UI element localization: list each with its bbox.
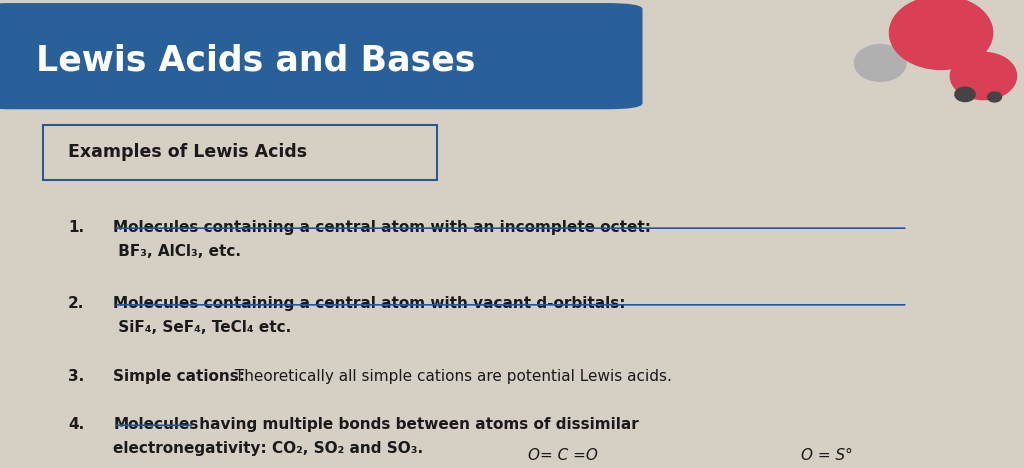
Text: O = S°: O = S°	[802, 448, 853, 463]
Text: 3.: 3.	[68, 369, 84, 384]
Text: 4.: 4.	[68, 417, 84, 432]
Text: Molecules containing a central atom with vacant d-orbitals:: Molecules containing a central atom with…	[114, 296, 626, 311]
Text: 2.: 2.	[68, 296, 84, 311]
Text: Molecules: Molecules	[114, 417, 199, 432]
Circle shape	[890, 0, 992, 69]
Text: Simple cations:: Simple cations:	[114, 369, 246, 384]
Circle shape	[954, 87, 975, 102]
Text: electronegativity: CO₂, SO₂ and SO₃.: electronegativity: CO₂, SO₂ and SO₃.	[114, 441, 424, 456]
Text: BF₃, AlCl₃, etc.: BF₃, AlCl₃, etc.	[114, 243, 242, 258]
Text: Examples of Lewis Acids: Examples of Lewis Acids	[68, 143, 307, 161]
Text: SiF₄, SeF₄, TeCl₄ etc.: SiF₄, SeF₄, TeCl₄ etc.	[114, 320, 292, 335]
Text: O= C =O: O= C =O	[528, 448, 598, 463]
Circle shape	[950, 52, 1017, 100]
Circle shape	[854, 44, 906, 81]
FancyBboxPatch shape	[43, 125, 437, 180]
Text: Lewis Acids and Bases: Lewis Acids and Bases	[36, 44, 475, 78]
Text: Molecules containing a central atom with an incomplete octet:: Molecules containing a central atom with…	[114, 220, 651, 235]
Circle shape	[987, 92, 1001, 102]
Text: 1.: 1.	[68, 220, 84, 235]
Text: Theoretically all simple cations are potential Lewis acids.: Theoretically all simple cations are pot…	[229, 369, 672, 384]
Text: having multiple bonds between atoms of dissimilar: having multiple bonds between atoms of d…	[195, 417, 639, 432]
FancyBboxPatch shape	[0, 4, 642, 109]
